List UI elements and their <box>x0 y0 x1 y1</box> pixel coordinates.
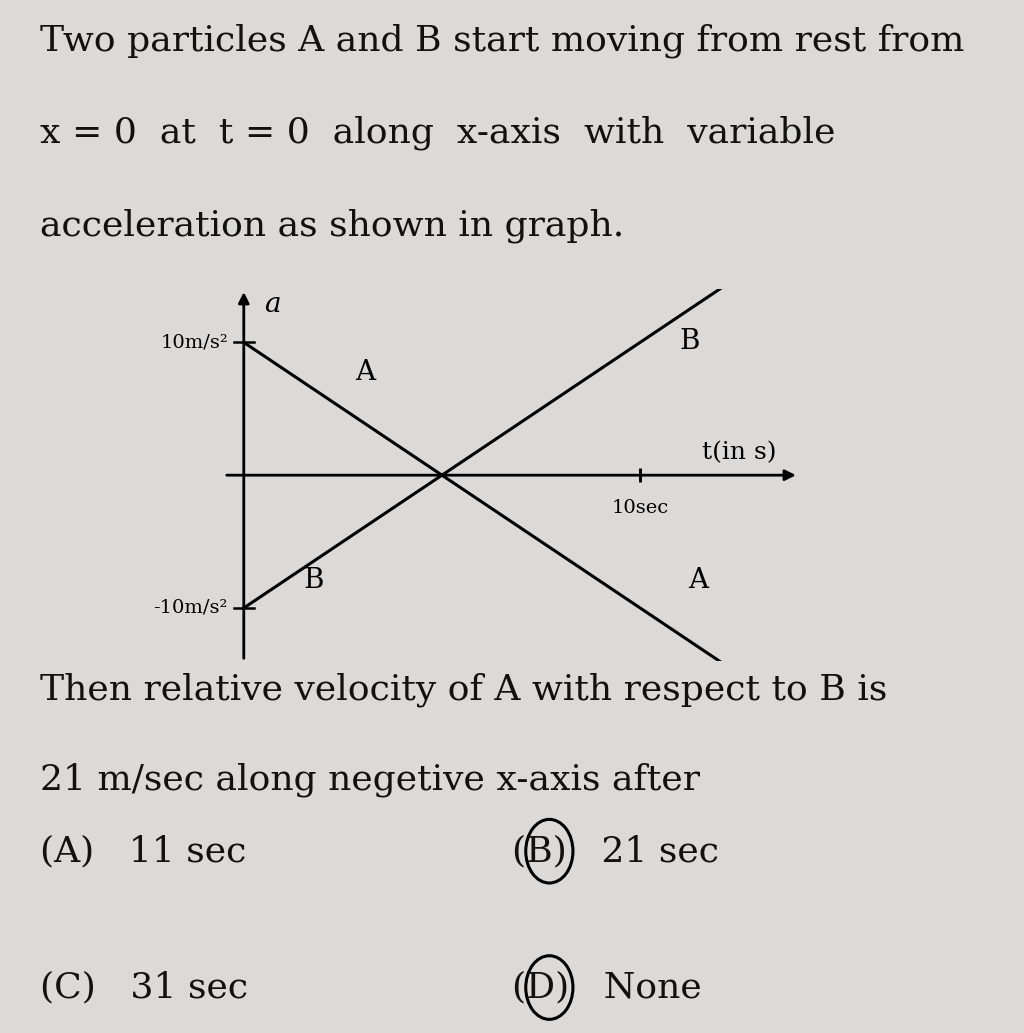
Text: A: A <box>688 567 708 594</box>
Text: 10m/s²: 10m/s² <box>160 334 228 351</box>
Text: a: a <box>263 290 281 317</box>
Text: Then relative velocity of A with respect to B is: Then relative velocity of A with respect… <box>40 672 888 708</box>
Text: B: B <box>303 567 324 594</box>
Text: 10sec: 10sec <box>611 499 669 518</box>
Text: acceleration as shown in graph.: acceleration as shown in graph. <box>40 209 625 243</box>
Text: t(in s): t(in s) <box>702 441 776 464</box>
Text: 21 m/sec along negetive x-axis after: 21 m/sec along negetive x-axis after <box>40 762 700 796</box>
Text: -10m/s²: -10m/s² <box>154 599 228 617</box>
Text: (B)   21 sec: (B) 21 sec <box>512 835 719 868</box>
Text: A: A <box>354 358 375 385</box>
Text: Two particles A and B start moving from rest from: Two particles A and B start moving from … <box>40 23 965 58</box>
Text: (C)   31 sec: (C) 31 sec <box>40 971 248 1004</box>
Text: (D)   None: (D) None <box>512 971 701 1004</box>
Text: x = 0  at  t = 0  along  x-axis  with  variable: x = 0 at t = 0 along x-axis with variabl… <box>40 116 836 150</box>
Text: (A)   11 sec: (A) 11 sec <box>40 835 247 868</box>
Text: B: B <box>680 328 700 355</box>
